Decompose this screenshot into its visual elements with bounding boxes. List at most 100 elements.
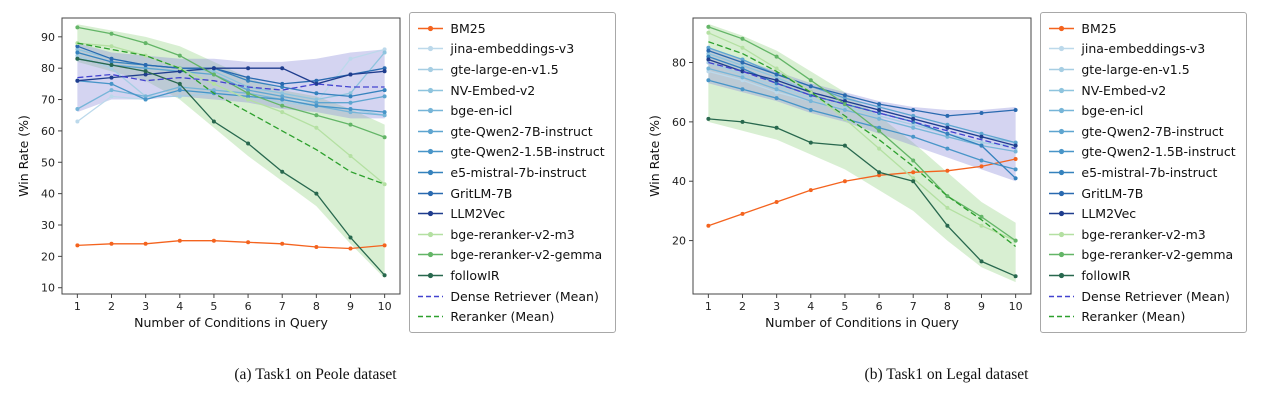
legend-line-marker-icon bbox=[1049, 272, 1075, 279]
svg-text:50: 50 bbox=[41, 156, 55, 169]
panel-peole: 1 2 3 4 5 6 7 8 9 10 10 20 30 40 50 60 70 80 90 Number of C… bbox=[16, 12, 616, 383]
svg-text:5: 5 bbox=[211, 300, 218, 313]
svg-text:20: 20 bbox=[41, 250, 55, 263]
svg-text:3: 3 bbox=[143, 300, 150, 313]
legend-item: BM25 bbox=[1048, 18, 1235, 39]
svg-text:4: 4 bbox=[177, 300, 184, 313]
legend-item: gte-Qwen2-7B-instruct bbox=[417, 121, 604, 142]
legend-label: jina-embeddings-v3 bbox=[1081, 41, 1206, 57]
legend-label: bge-reranker-v2-m3 bbox=[450, 226, 575, 242]
legend-line-marker-icon bbox=[418, 66, 444, 73]
svg-text:40: 40 bbox=[672, 175, 686, 188]
svg-text:20: 20 bbox=[672, 235, 686, 248]
legend-item: NV-Embed-v2 bbox=[417, 80, 604, 101]
legend-label: BM25 bbox=[450, 20, 486, 36]
legend-item: Reranker (Mean) bbox=[417, 306, 604, 327]
legend-label: Reranker (Mean) bbox=[1081, 309, 1186, 325]
legend-legal: BM25 jina-embeddings-v3 gte-large-en-v1.5 N… bbox=[1040, 12, 1247, 333]
legend-label: gte-Qwen2-7B-instruct bbox=[450, 123, 593, 139]
legend-line-marker-icon bbox=[418, 231, 444, 237]
svg-text:5: 5 bbox=[842, 300, 849, 313]
legend-label: BM25 bbox=[1081, 20, 1117, 36]
legend-line-marker-icon bbox=[1049, 211, 1075, 217]
legend-item: bge-en-icl bbox=[417, 100, 604, 121]
svg-text:2: 2 bbox=[108, 300, 115, 313]
legend-item: Dense Retriever (Mean) bbox=[417, 286, 604, 307]
legend-item: e5-mistral-7b-instruct bbox=[1048, 162, 1235, 183]
svg-text:Number of Conditions in Query: Number of Conditions in Query bbox=[766, 315, 960, 330]
legend-item: GritLM-7B bbox=[1048, 183, 1235, 204]
legend-line-marker-icon bbox=[1049, 128, 1075, 134]
legend-line-marker-icon bbox=[418, 295, 444, 297]
svg-text:10: 10 bbox=[378, 300, 392, 313]
legend-label: GritLM-7B bbox=[450, 185, 513, 201]
legend-label: Dense Retriever (Mean) bbox=[450, 288, 599, 304]
legend-label: jina-embeddings-v3 bbox=[450, 41, 575, 57]
legend-label: followIR bbox=[450, 267, 500, 283]
legend-item: GritLM-7B bbox=[417, 183, 604, 204]
legend-line-marker-icon bbox=[418, 87, 444, 93]
legend-label: Reranker (Mean) bbox=[450, 309, 555, 325]
legend-label: gte-Qwen2-7B-instruct bbox=[1081, 123, 1224, 139]
legend-label: bge-reranker-v2-gemma bbox=[450, 247, 603, 263]
legend-line-marker-icon bbox=[418, 169, 444, 176]
caption-b: (b) Task1 on Legal dataset bbox=[864, 366, 1029, 383]
legend-item: NV-Embed-v2 bbox=[1048, 80, 1235, 101]
svg-text:8: 8 bbox=[944, 300, 951, 313]
svg-text:90: 90 bbox=[41, 31, 55, 44]
svg-text:60: 60 bbox=[672, 116, 686, 129]
legend-line-marker-icon bbox=[1049, 25, 1075, 31]
chart-row-legal: 1 2 3 4 5 6 7 8 9 10 20 40 60 80 Number of Conditions … bbox=[646, 0, 1247, 340]
line-chart-legal: 1 2 3 4 5 6 7 8 9 10 20 40 60 80 Number of Conditions … bbox=[647, 17, 1032, 330]
legend-item: Reranker (Mean) bbox=[1048, 306, 1235, 327]
legend-line-marker-icon bbox=[1049, 231, 1075, 237]
legend-label: bge-en-icl bbox=[450, 103, 513, 119]
svg-text:1: 1 bbox=[74, 300, 81, 313]
legend-item: followIR bbox=[417, 265, 604, 286]
svg-text:9: 9 bbox=[978, 300, 985, 313]
legend-line-marker-icon bbox=[418, 149, 444, 155]
legend-peole: BM25 jina-embeddings-v3 gte-large-en-v1.5 N… bbox=[409, 12, 616, 333]
legend-item: jina-embeddings-v3 bbox=[1048, 39, 1235, 60]
legend-line-marker-icon bbox=[418, 211, 444, 217]
legend-label: gte-Qwen2-1.5B-instruct bbox=[1081, 144, 1236, 160]
legend-line-marker-icon bbox=[418, 315, 444, 318]
svg-text:30: 30 bbox=[41, 219, 55, 232]
legend-label: LLM2Vec bbox=[1081, 206, 1137, 222]
legend-item: jina-embeddings-v3 bbox=[417, 39, 604, 60]
legend-label: bge-reranker-v2-gemma bbox=[1081, 247, 1234, 263]
svg-text:7: 7 bbox=[910, 300, 917, 313]
legend-item: bge-reranker-v2-m3 bbox=[417, 224, 604, 245]
legend-line-marker-icon bbox=[418, 190, 444, 196]
legend-line-marker-icon bbox=[418, 252, 444, 258]
svg-text:10: 10 bbox=[41, 282, 55, 295]
legend-line-marker-icon bbox=[1049, 108, 1075, 114]
legend-label: GritLM-7B bbox=[1081, 185, 1144, 201]
legend-line-marker-icon bbox=[418, 108, 444, 114]
legend-item: bge-en-icl bbox=[1048, 100, 1235, 121]
legend-label: e5-mistral-7b-instruct bbox=[1081, 164, 1218, 180]
svg-text:40: 40 bbox=[41, 188, 55, 201]
legend-item: BM25 bbox=[417, 18, 604, 39]
svg-text:80: 80 bbox=[672, 57, 686, 70]
legend-item: Dense Retriever (Mean) bbox=[1048, 286, 1235, 307]
legend-line-marker-icon bbox=[418, 46, 444, 52]
legend-line-marker-icon bbox=[418, 128, 444, 134]
legend-item: gte-Qwen2-1.5B-instruct bbox=[1048, 142, 1236, 163]
legend-item: gte-large-en-v1.5 bbox=[1048, 59, 1235, 80]
panel-legal: 1 2 3 4 5 6 7 8 9 10 20 40 60 80 Number of Conditions … bbox=[631, 0, 1262, 419]
svg-text:2: 2 bbox=[739, 300, 746, 313]
svg-text:8: 8 bbox=[313, 300, 320, 313]
svg-text:4: 4 bbox=[808, 300, 815, 313]
legend-line-marker-icon bbox=[1049, 46, 1075, 52]
svg-text:1: 1 bbox=[705, 300, 712, 313]
legend-line-marker-icon bbox=[1049, 66, 1075, 73]
legend-item: LLM2Vec bbox=[1048, 203, 1235, 224]
legend-item: gte-large-en-v1.5 bbox=[417, 59, 604, 80]
legend-line-marker-icon bbox=[1049, 87, 1075, 93]
legend-item: bge-reranker-v2-gemma bbox=[1048, 245, 1235, 266]
legend-item: bge-reranker-v2-gemma bbox=[417, 245, 604, 266]
legend-item: LLM2Vec bbox=[417, 203, 604, 224]
legend-label: NV-Embed-v2 bbox=[450, 82, 536, 98]
legend-line-marker-icon bbox=[1049, 190, 1075, 196]
